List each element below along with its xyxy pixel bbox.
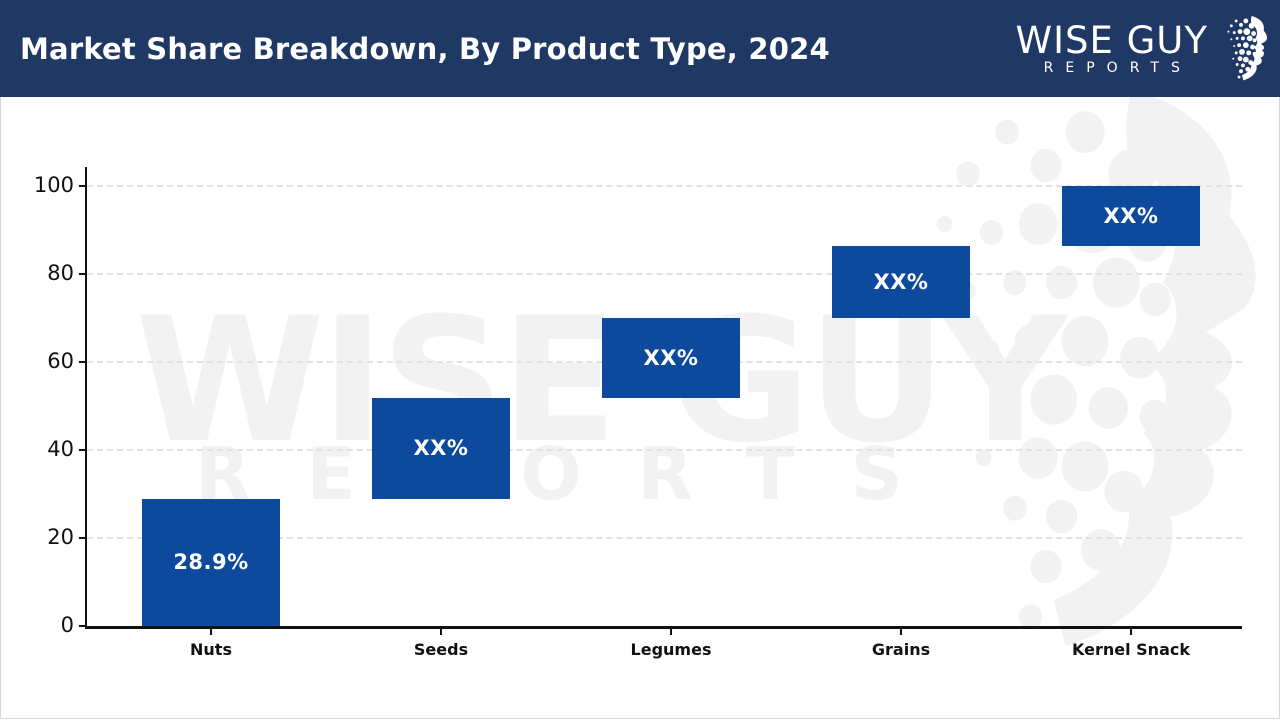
x-axis-category-label-grains: Grains [871, 640, 931, 659]
bar-kernel-snack: XX% [1062, 186, 1200, 246]
y-axis-tick-label: 100 [33, 173, 74, 197]
chart-title: Market Share Breakdown, By Product Type,… [20, 31, 830, 66]
header-bar: Market Share Breakdown, By Product Type,… [0, 0, 1280, 97]
y-tick-mark [79, 185, 87, 187]
y-axis-tick-label: 0 [60, 613, 74, 637]
y-axis-tick-label: 40 [47, 437, 74, 461]
y-tick-mark [79, 449, 87, 451]
y-tick-mark [79, 625, 87, 627]
y-axis-line [85, 167, 87, 629]
x-axis-category-label-seeds: Seeds [413, 640, 469, 659]
x-axis-category-label-nuts: Nuts [190, 640, 232, 659]
y-tick-mark [79, 361, 87, 363]
wise-guy-logo: WISE GUY REPORTS [1016, 4, 1270, 94]
bar-value-label-seeds: XX% [413, 436, 469, 461]
gridline-80 [87, 273, 1242, 275]
bar-grains: XX% [832, 245, 970, 318]
dotted-face-logo-icon [1227, 16, 1267, 81]
x-axis-line [85, 626, 1242, 629]
bar-value-label-legumes: XX% [643, 346, 699, 371]
y-axis-tick-label: 80 [47, 261, 74, 285]
x-tick-mark [900, 628, 902, 635]
logo-text: WISE GUY REPORTS [1015, 18, 1208, 77]
y-tick-mark [79, 537, 87, 539]
logo-subtitle: REPORTS [1043, 60, 1192, 77]
gridline-40 [87, 449, 1242, 451]
bar-nuts: 28.9% [142, 498, 280, 626]
x-axis-category-label-legumes: Legumes [630, 640, 712, 659]
x-tick-mark [440, 628, 442, 635]
bar-seeds: XX% [372, 398, 510, 499]
y-tick-mark [79, 273, 87, 275]
x-axis-category-label-kernel-snack: Kernel Snack [1072, 640, 1190, 659]
watermark-text-line2: REPORTS [195, 432, 959, 516]
x-tick-mark [1130, 628, 1132, 635]
logo-wordmark: WISE GUY [1015, 18, 1208, 62]
bar-value-label-nuts: 28.9% [173, 550, 249, 575]
bar-legumes: XX% [602, 318, 740, 399]
x-tick-mark [210, 628, 212, 635]
y-axis-tick-label: 60 [47, 349, 74, 373]
bar-value-label-kernel-snack: XX% [1103, 203, 1159, 228]
bar-value-label-grains: XX% [873, 269, 929, 294]
gridline-100 [87, 185, 1242, 187]
gridline-20 [87, 537, 1242, 539]
y-axis-tick-label: 20 [47, 525, 74, 549]
x-tick-mark [670, 628, 672, 635]
